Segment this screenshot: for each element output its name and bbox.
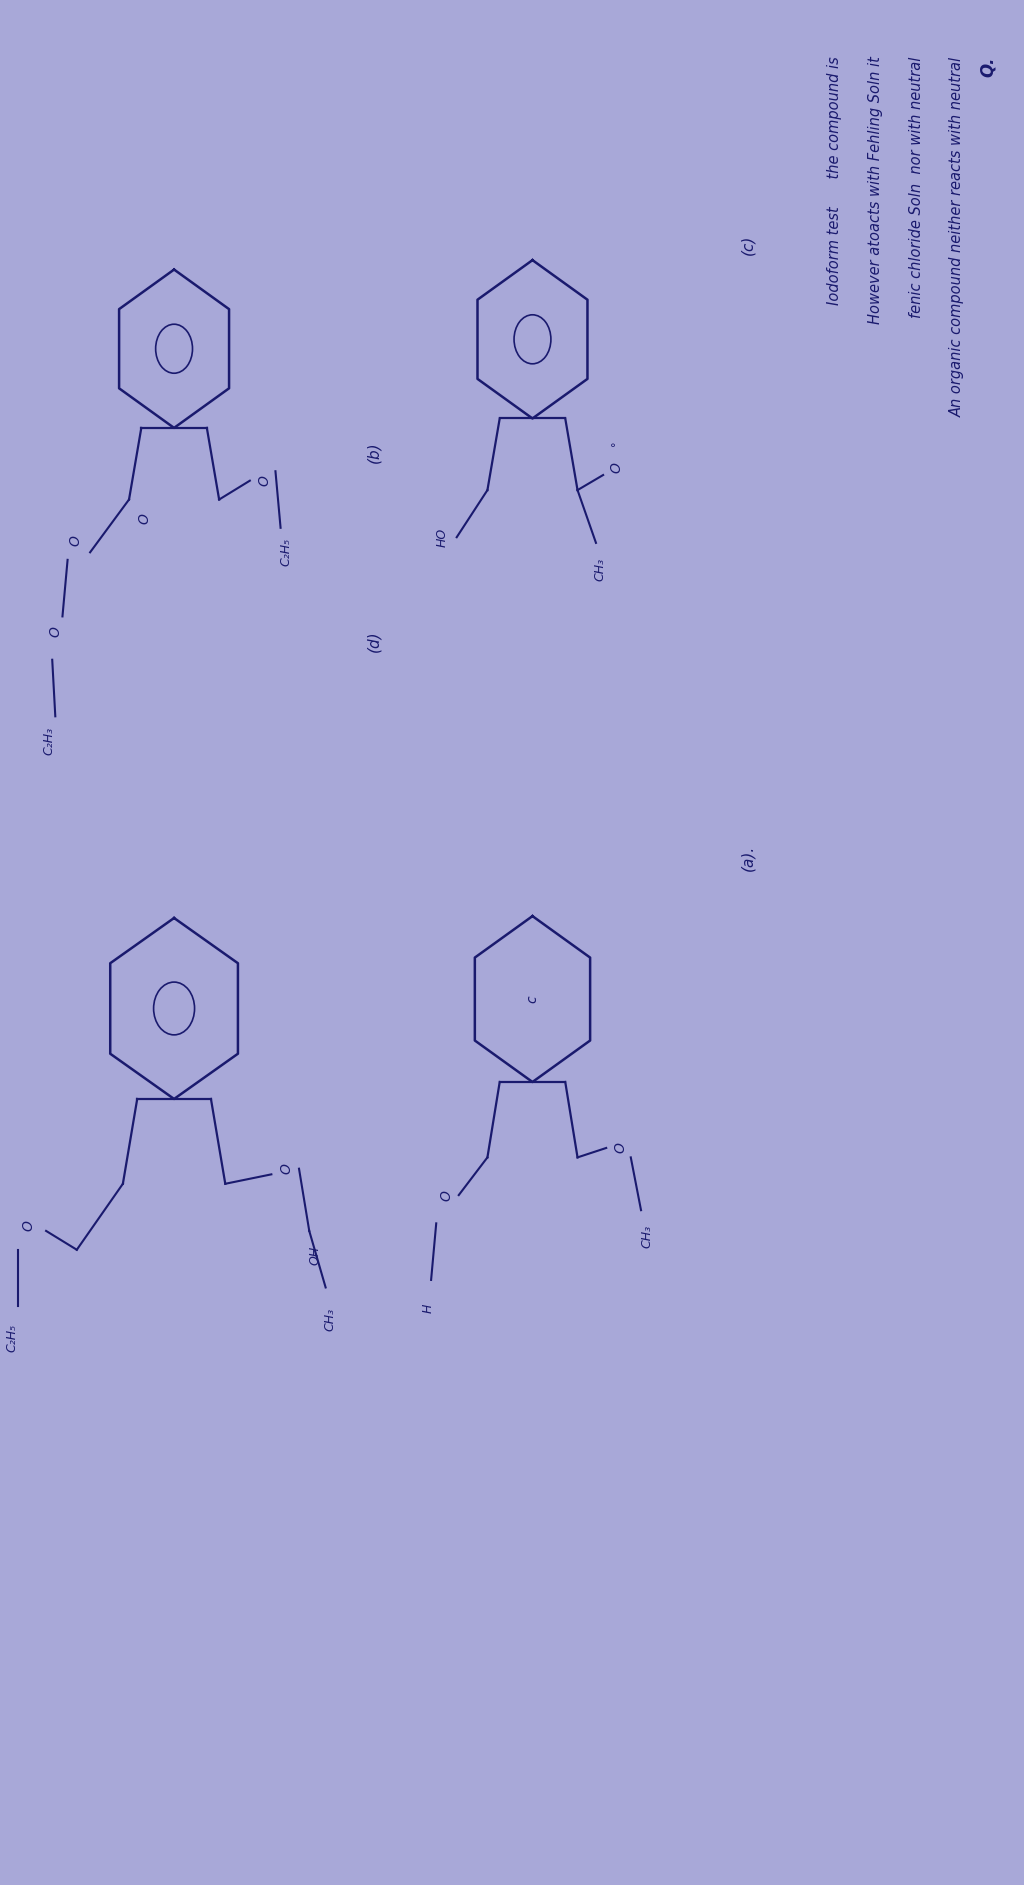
Text: An organic compound neither reacts with neutral: An organic compound neither reacts with … — [950, 57, 965, 417]
Text: °: ° — [611, 441, 622, 445]
Text: CH₃: CH₃ — [641, 1225, 653, 1248]
Text: O: O — [137, 513, 152, 524]
Text: HO: HO — [436, 528, 449, 547]
Text: O: O — [22, 1220, 36, 1231]
Text: CH₃: CH₃ — [594, 558, 606, 581]
Text: (c): (c) — [740, 236, 755, 254]
Text: O: O — [280, 1163, 294, 1174]
Text: (d): (d) — [367, 630, 381, 652]
Text: (b): (b) — [367, 441, 381, 464]
Text: C₂H₃: C₂H₃ — [43, 728, 55, 754]
Text: H: H — [422, 1304, 434, 1312]
Text: O: O — [257, 475, 271, 486]
Text: c: c — [525, 995, 540, 1003]
Text: O: O — [609, 462, 624, 473]
Text: CH₃: CH₃ — [324, 1308, 336, 1331]
Text: However atoacts with Fehling Soln it: However atoacts with Fehling Soln it — [868, 57, 883, 324]
Text: O: O — [439, 1189, 454, 1201]
Text: fenic chloride Soln  nor with neutral: fenic chloride Soln nor with neutral — [909, 57, 924, 319]
Text: Iodoform test      the compound is: Iodoform test the compound is — [827, 57, 842, 305]
Text: Q.: Q. — [979, 57, 997, 77]
Text: O: O — [48, 626, 62, 637]
Text: OH: OH — [309, 1246, 322, 1265]
Text: (a).: (a). — [740, 844, 755, 871]
Text: O: O — [613, 1142, 628, 1154]
Text: O: O — [69, 535, 83, 547]
Text: C₂H₅: C₂H₅ — [280, 539, 292, 565]
Text: C₂H₅: C₂H₅ — [6, 1325, 18, 1352]
